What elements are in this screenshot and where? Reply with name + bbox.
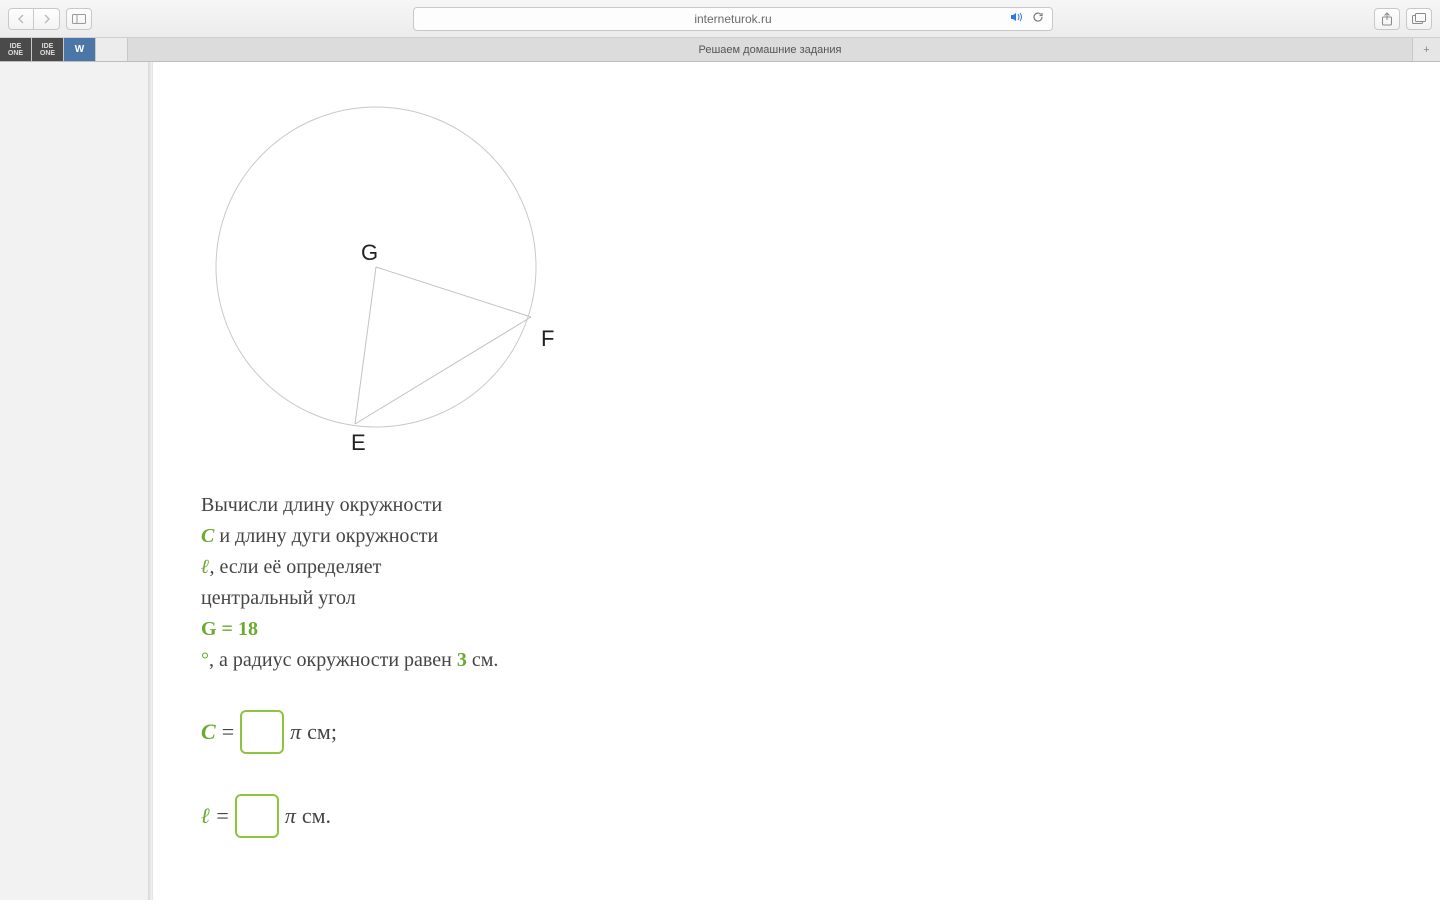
sidebar-toggle-button[interactable] bbox=[66, 8, 92, 30]
text-line3: , если её определяет bbox=[210, 556, 382, 578]
answers-block: C = π см; ℓ = π см. bbox=[201, 710, 1392, 838]
circle-diagram: G E F bbox=[201, 92, 561, 472]
degree-symbol: ° bbox=[201, 649, 209, 671]
sound-icon[interactable] bbox=[1010, 12, 1024, 25]
answer-l-input[interactable] bbox=[235, 794, 279, 838]
favorite-vk[interactable]: W bbox=[64, 38, 96, 61]
answer-row-l: ℓ = π см. bbox=[201, 794, 1392, 838]
answer-l-label: ℓ bbox=[201, 803, 210, 829]
forward-button[interactable] bbox=[34, 8, 60, 30]
browser-toolbar: interneturok.ru bbox=[0, 0, 1440, 38]
angle-expr: G = 18 bbox=[201, 618, 258, 640]
eq-sign-2: = bbox=[216, 803, 228, 829]
answer-row-C: C = π см; bbox=[201, 710, 1392, 754]
svg-text:F: F bbox=[541, 326, 554, 351]
page: G E F Вычисли длину окружности C и длину д… bbox=[152, 62, 1440, 900]
pi-symbol-2: π bbox=[285, 803, 296, 829]
var-C: C bbox=[201, 525, 214, 547]
svg-text:G: G bbox=[361, 240, 378, 265]
eq-sign: = bbox=[222, 719, 234, 745]
pi-symbol: π bbox=[290, 719, 301, 745]
address-bar[interactable]: interneturok.ru bbox=[413, 7, 1053, 31]
reload-icon[interactable] bbox=[1032, 11, 1044, 26]
var-l: ℓ bbox=[201, 556, 210, 578]
problem-text: Вычисли длину окружности C и длину дуги … bbox=[201, 490, 721, 676]
share-button[interactable] bbox=[1374, 8, 1400, 30]
tab-bar: IDE ONE IDE ONE W Решаем домашние задани… bbox=[0, 38, 1440, 62]
viewport: G E F Вычисли длину окружности C и длину д… bbox=[0, 62, 1440, 900]
radius-value: 3 bbox=[457, 649, 467, 671]
favorite-blank[interactable] bbox=[96, 38, 128, 61]
nav-back-forward bbox=[8, 8, 60, 30]
svg-text:E: E bbox=[351, 430, 366, 455]
back-button[interactable] bbox=[8, 8, 34, 30]
tab-title-text: Решаем домашние задания bbox=[699, 44, 842, 56]
favorite-ideone-2[interactable]: IDE ONE bbox=[32, 38, 64, 61]
unit-cm-dot: см. bbox=[302, 803, 331, 829]
answer-C-input[interactable] bbox=[240, 710, 284, 754]
unit-cm: см. bbox=[467, 649, 499, 671]
text-line1: Вычисли длину окружности bbox=[201, 494, 442, 516]
new-tab-button[interactable]: + bbox=[1412, 38, 1440, 61]
tabs-button[interactable] bbox=[1406, 8, 1432, 30]
content: G E F Вычисли длину окружности C и длину д… bbox=[153, 62, 1440, 908]
favorite-ideone-1[interactable]: IDE ONE bbox=[0, 38, 32, 61]
text-line2: и длину дуги окружности bbox=[214, 525, 438, 547]
answer-C-label: C bbox=[201, 719, 216, 745]
text-line4: центральный угол bbox=[201, 587, 356, 609]
active-tab[interactable]: Решаем домашние задания bbox=[128, 38, 1412, 61]
url-text: interneturok.ru bbox=[694, 12, 771, 26]
text-line5: , а радиус окружности равен bbox=[209, 649, 457, 671]
unit-cm-semi: см; bbox=[307, 719, 337, 745]
